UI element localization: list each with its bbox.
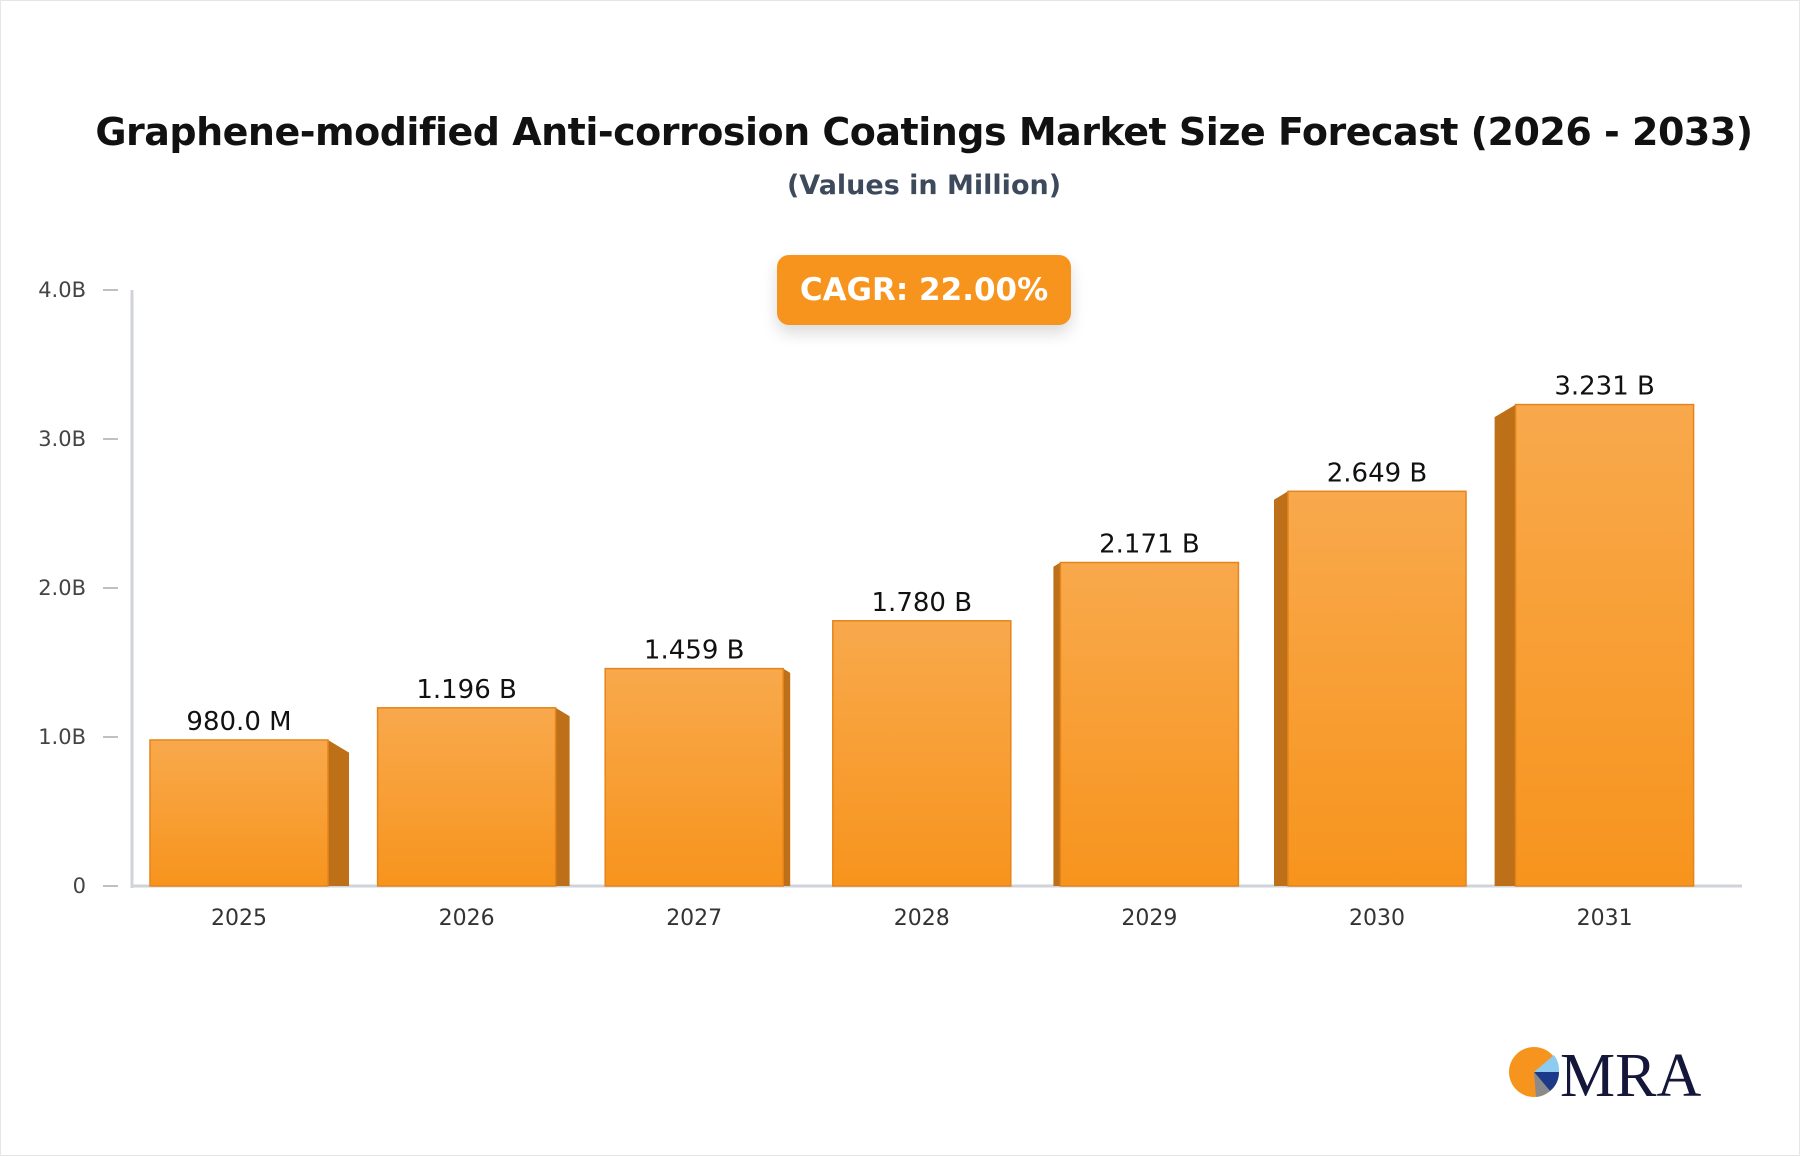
bar-side-2026: [555, 707, 570, 886]
chart-subtitle: (Values in Million): [786, 170, 1062, 201]
data-label-2030: 2.649 B: [1327, 458, 1428, 488]
logo-pie-icon: MRA: [1509, 1042, 1701, 1104]
bar-2029: [1059, 561, 1240, 887]
cagr-badge: CAGR: 22.00%: [777, 255, 1071, 325]
x-tick-label-2027: 2027: [666, 906, 722, 931]
data-label-2027: 1.459 B: [644, 636, 745, 666]
x-tick-label-2026: 2026: [439, 906, 495, 931]
bar-2028: [832, 620, 1012, 887]
bar-2030: [1287, 490, 1467, 887]
bar-side-2029: [1053, 562, 1061, 886]
data-label-2029: 2.171 B: [1099, 530, 1200, 560]
bar-2027: [604, 667, 784, 887]
data-label-2028: 1.780 B: [872, 588, 973, 618]
x-tick-label-2025: 2025: [211, 906, 267, 931]
bar-2026: [376, 707, 557, 887]
x-tick-label-2031: 2031: [1577, 906, 1633, 931]
logo-text: MRA: [1560, 1042, 1701, 1104]
bar-side-2025: [328, 739, 350, 886]
mra-logo: MRA: [1504, 1040, 1704, 1104]
x-tick-label-2028: 2028: [894, 906, 950, 931]
data-label-2026: 1.196 B: [416, 675, 517, 705]
data-label-2025: 980.0 M: [186, 707, 291, 737]
bar-side-2031: [1494, 404, 1516, 886]
x-tick-label-2029: 2029: [1121, 906, 1177, 931]
bar-side-2030: [1274, 491, 1288, 886]
bar-side-2027: [783, 668, 791, 886]
y-tick-label: 1.0B: [38, 725, 86, 749]
y-tick-label: 0: [73, 874, 86, 898]
data-label-2031: 3.231 B: [1554, 372, 1655, 402]
y-tick-label: 3.0B: [38, 427, 86, 451]
chart-title: Graphene-modified Anti-corrosion Coating…: [95, 110, 1753, 154]
y-tick-label: 2.0B: [38, 576, 86, 600]
bar-2025: [149, 739, 329, 887]
bar-2031: [1514, 403, 1695, 887]
x-tick-label-2030: 2030: [1349, 906, 1405, 931]
y-tick-label: 4.0B: [38, 278, 86, 302]
